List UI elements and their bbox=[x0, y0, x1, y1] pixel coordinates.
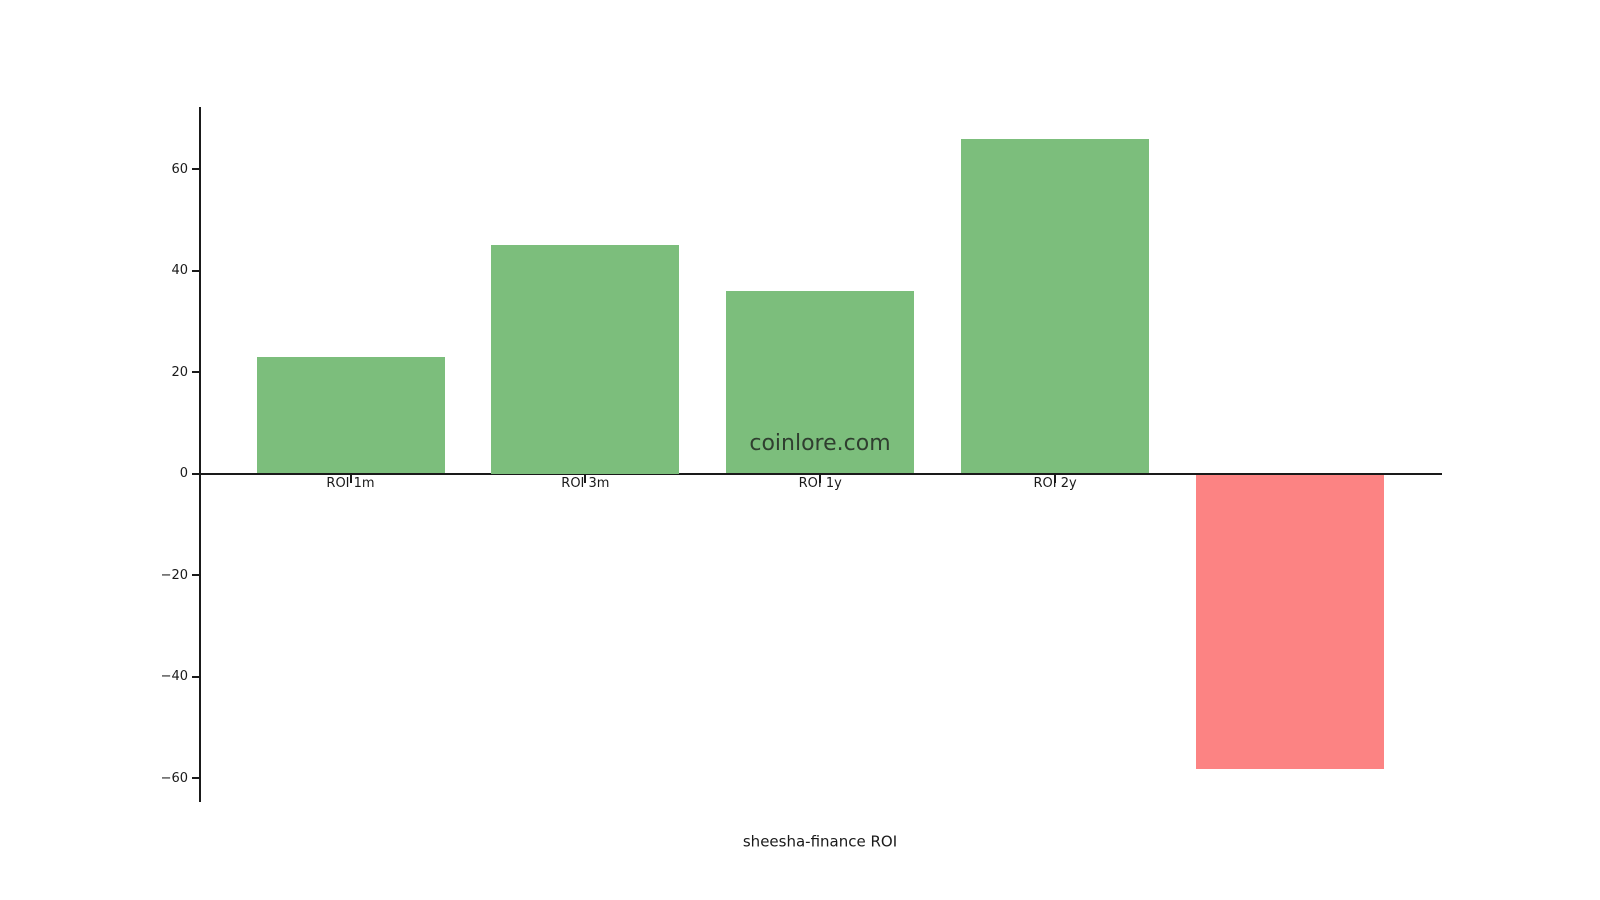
bar-roi-3m bbox=[491, 245, 680, 474]
y-tick-mark bbox=[192, 168, 200, 170]
x-tick-label: ROI 2y bbox=[1033, 475, 1077, 491]
y-tick-label: 60 bbox=[171, 161, 188, 177]
y-tick-mark bbox=[192, 675, 200, 678]
x-tick-label: ROI 1y bbox=[798, 475, 842, 491]
y-axis-spine bbox=[199, 107, 201, 802]
y-tick-mark bbox=[192, 472, 200, 475]
x-tick-mark bbox=[584, 474, 587, 483]
bar-roi-1m bbox=[256, 356, 445, 474]
x-tick-mark bbox=[819, 474, 822, 483]
y-tick-mark bbox=[192, 574, 200, 576]
chart-title: sheesha-finance ROI bbox=[742, 832, 898, 851]
y-tick-label: 40 bbox=[171, 263, 188, 278]
y-tick-label: −60 bbox=[160, 770, 188, 786]
y-tick-label: −40 bbox=[160, 669, 188, 684]
bar-unlabeled-4 bbox=[1196, 474, 1384, 769]
x-tick-mark bbox=[1054, 474, 1057, 483]
y-tick-mark bbox=[192, 371, 200, 373]
x-axis-zero-line bbox=[200, 472, 1442, 475]
y-tick-label: 0 bbox=[179, 466, 188, 481]
bar-roi-1y bbox=[726, 290, 915, 474]
y-tick-mark bbox=[192, 269, 200, 272]
x-tick-label: ROI 3m bbox=[561, 475, 610, 491]
y-tick-label: −20 bbox=[160, 567, 188, 583]
watermark-text: coinlore.com bbox=[749, 431, 891, 456]
y-tick-mark bbox=[192, 777, 200, 779]
x-tick-label: ROI 1m bbox=[326, 475, 375, 491]
y-tick-label: 20 bbox=[171, 364, 188, 380]
bar-roi-2y bbox=[961, 138, 1150, 474]
x-tick-mark bbox=[349, 474, 352, 483]
